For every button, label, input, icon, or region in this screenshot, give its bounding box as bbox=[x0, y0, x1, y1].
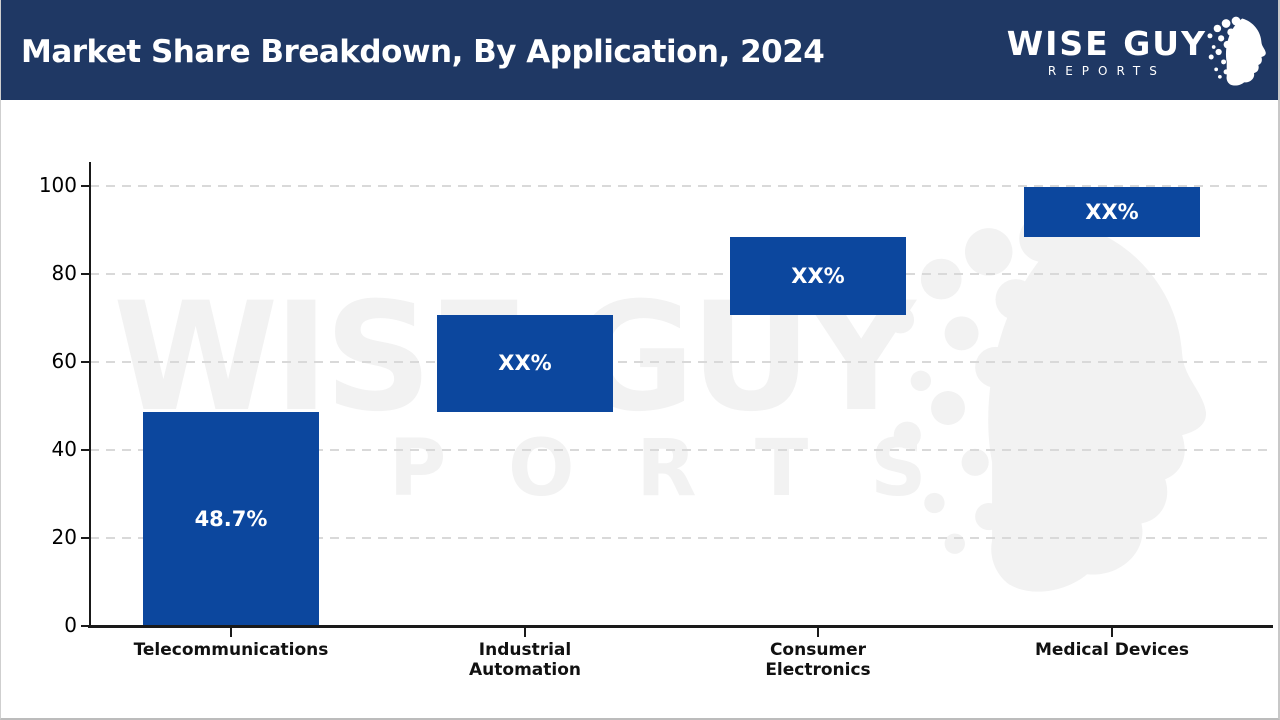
y-tick-80 bbox=[81, 273, 89, 275]
y-tick-label-100: 100 bbox=[38, 173, 77, 197]
y-tick-0 bbox=[81, 625, 89, 627]
gridline-100 bbox=[90, 185, 1271, 187]
logo-subtext: REPORTS bbox=[1047, 63, 1166, 78]
bar-telecommunications: 48.7% bbox=[143, 411, 319, 626]
y-tick-label-40: 40 bbox=[51, 437, 77, 461]
y-tick-60 bbox=[81, 361, 89, 363]
gridline-80 bbox=[90, 273, 1271, 275]
gridline-40 bbox=[90, 449, 1271, 451]
x-tick-3 bbox=[1111, 628, 1113, 637]
y-tick-100 bbox=[81, 185, 89, 187]
page-title: Market Share Breakdown, By Application, … bbox=[21, 34, 825, 70]
y-tick-label-60: 60 bbox=[51, 349, 77, 373]
dotted-head-icon bbox=[1205, 15, 1267, 89]
x-tick-1 bbox=[524, 628, 526, 637]
bar-consumer-electronics: XX% bbox=[730, 237, 906, 315]
category-label-1: Industrial Automation bbox=[469, 640, 581, 680]
y-tick-label-80: 80 bbox=[51, 261, 77, 285]
category-label-3: Medical Devices bbox=[1034, 640, 1189, 660]
x-tick-2 bbox=[817, 628, 819, 637]
bar-value-label: XX% bbox=[1085, 199, 1139, 224]
y-tick-label-0: 0 bbox=[64, 613, 77, 637]
watermark-subtext: PORTS bbox=[389, 424, 989, 514]
watermark-head-icon bbox=[873, 218, 1213, 598]
category-label-2: Consumer Electronics bbox=[765, 640, 871, 680]
bar-value-label: 48.7% bbox=[194, 506, 268, 531]
x-tick-0 bbox=[230, 628, 232, 637]
gridline-60 bbox=[90, 361, 1271, 363]
gridline-20 bbox=[90, 537, 1271, 539]
bar-value-label: XX% bbox=[498, 351, 552, 376]
x-axis-line bbox=[88, 625, 1273, 628]
bar-value-label: XX% bbox=[791, 263, 845, 288]
y-axis-line bbox=[89, 162, 91, 628]
plot-area: 0 20 40 60 80 100 48.7% Telecommunications XX% In… bbox=[1, 100, 1278, 718]
category-label-0: Telecommunications bbox=[133, 640, 329, 660]
y-tick-label-20: 20 bbox=[51, 525, 77, 549]
logo-wordmark: WISE GUY bbox=[1006, 23, 1207, 63]
wise-guy-reports-logo: WISE GUY REPORTS bbox=[1007, 10, 1267, 94]
header-bar: Market Share Breakdown, By Application, … bbox=[1, 0, 1278, 100]
y-tick-40 bbox=[81, 449, 89, 451]
y-tick-20 bbox=[81, 537, 89, 539]
bar-medical-devices: XX% bbox=[1024, 186, 1200, 238]
bar-industrial-automation: XX% bbox=[437, 314, 613, 412]
